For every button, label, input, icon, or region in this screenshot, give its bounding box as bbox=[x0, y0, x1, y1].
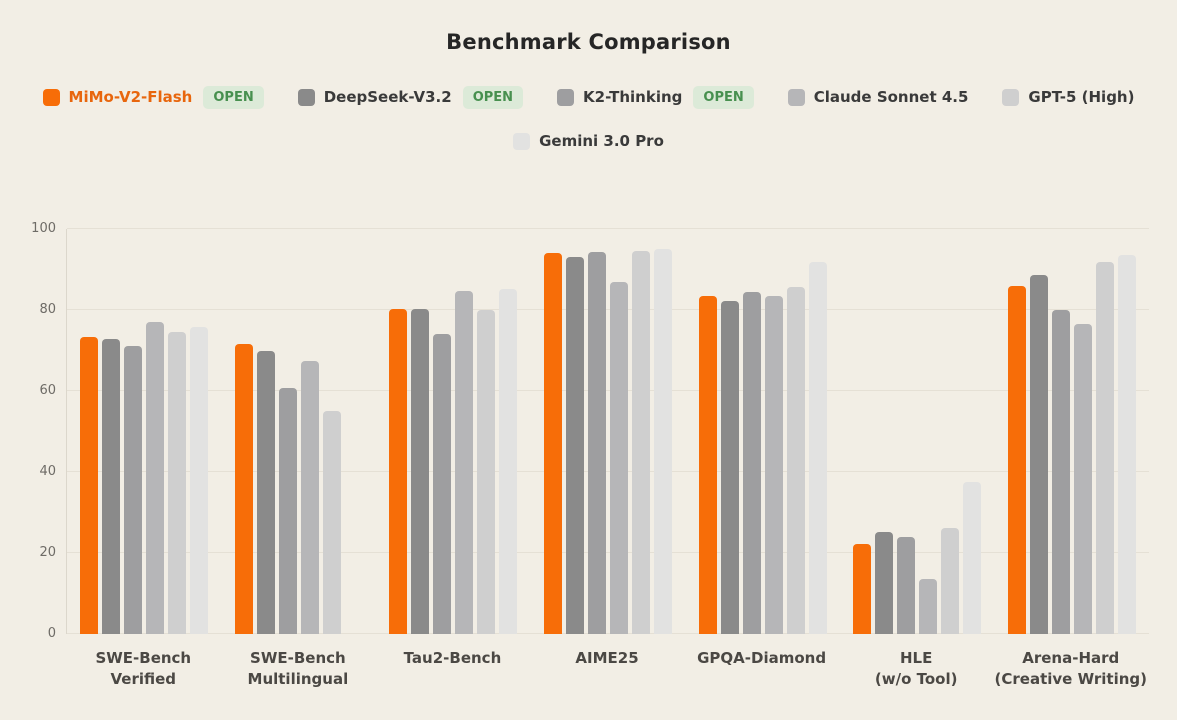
plot-area bbox=[66, 228, 1149, 634]
bar-mimo-v2-flash-hle-w-o-tool bbox=[853, 544, 872, 634]
bar-k2-thinking-hle-w-o-tool bbox=[897, 537, 916, 634]
legend-item-mimo-v2-flash: MiMo-V2-Flash OPEN bbox=[42, 85, 264, 109]
bar-k2-thinking-tau2-bench bbox=[433, 334, 452, 634]
bar-mimo-v2-flash-swe-bench-multilingual bbox=[234, 344, 253, 634]
y-tick-label-80: 80 bbox=[39, 302, 56, 317]
gridline-20 bbox=[67, 552, 1149, 553]
bar-k2-thinking-swe-bench-multilingual bbox=[278, 388, 297, 634]
bar-group-tau2-bench bbox=[376, 229, 531, 634]
legend-swatch-icon bbox=[513, 132, 531, 150]
gridline-80 bbox=[67, 309, 1149, 310]
bar-deepseek-v3-2-gpqa-diamond bbox=[720, 301, 739, 634]
y-tick-label-0: 0 bbox=[47, 626, 56, 641]
bar-gemini-3-0-pro-aime25 bbox=[654, 249, 673, 634]
gridline-40 bbox=[67, 471, 1149, 472]
bar-group-arena-hard-creative-writing bbox=[994, 229, 1149, 634]
bar-deepseek-v3-2-tau2-bench bbox=[411, 309, 430, 634]
bar-gpt-5-high-swe-bench-verified bbox=[168, 332, 187, 634]
gridline-60 bbox=[67, 390, 1149, 391]
open-badge: OPEN bbox=[693, 85, 754, 109]
legend-label: K2-Thinking bbox=[583, 88, 683, 106]
gridline-0 bbox=[67, 633, 1149, 634]
legend-item-k2-thinking: K2-Thinking OPEN bbox=[557, 85, 754, 109]
bar-mimo-v2-flash-gpqa-diamond bbox=[698, 295, 717, 634]
legend-swatch-icon bbox=[297, 88, 315, 106]
legend-row-1: MiMo-V2-Flash OPEN DeepSeek-V3.2 OPEN K2-Thi… bbox=[0, 84, 1177, 110]
bar-gemini-3-0-pro-gpqa-diamond bbox=[808, 261, 827, 634]
legend-label: Claude Sonnet 4.5 bbox=[813, 88, 969, 106]
open-badge: OPEN bbox=[462, 85, 524, 109]
legend-swatch-icon bbox=[1002, 88, 1020, 106]
bar-gemini-3-0-pro-hle-w-o-tool bbox=[963, 482, 982, 634]
bar-group-gpqa-diamond bbox=[685, 229, 840, 634]
bar-k2-thinking-gpqa-diamond bbox=[742, 291, 761, 634]
bar-gemini-3-0-pro-swe-bench-verified bbox=[190, 327, 209, 634]
bar-mimo-v2-flash-aime25 bbox=[544, 253, 563, 634]
bar-claude-sonnet-4-5-swe-bench-verified bbox=[146, 322, 165, 634]
y-tick-label-40: 40 bbox=[39, 464, 56, 479]
legend-label: MiMo-V2-Flash bbox=[68, 88, 193, 106]
bar-gpt-5-high-aime25 bbox=[632, 250, 651, 634]
x-axis-labels: SWE-Bench Verified SWE-Bench Multilingual… bbox=[66, 648, 1148, 690]
bar-deepseek-v3-2-arena-hard-creative-writing bbox=[1029, 275, 1048, 634]
bar-deepseek-v3-2-swe-bench-multilingual bbox=[256, 351, 275, 634]
x-axis-label-swe-bench-verified: SWE-Bench Verified bbox=[95, 649, 192, 688]
bar-gpt-5-high-arena-hard-creative-writing bbox=[1095, 262, 1114, 634]
bar-gpt-5-high-swe-bench-multilingual bbox=[322, 411, 341, 634]
bar-gemini-3-0-pro-tau2-bench bbox=[499, 288, 518, 634]
legend-label: GPT-5 (High) bbox=[1028, 88, 1135, 106]
bar-k2-thinking-aime25 bbox=[588, 251, 607, 634]
legend-swatch-icon bbox=[42, 88, 60, 106]
x-axis-label-gpqa-diamond: GPQA-Diamond bbox=[697, 649, 827, 667]
bar-group-hle-w-o-tool bbox=[840, 229, 995, 634]
x-axis-label-swe-bench-multilingual: SWE-Bench Multilingual bbox=[247, 649, 349, 688]
x-axis-label-tau2-bench: Tau2-Bench bbox=[403, 649, 502, 667]
bar-group-swe-bench-verified bbox=[67, 229, 222, 634]
legend-label: Gemini 3.0 Pro bbox=[539, 132, 664, 150]
bar-gpt-5-high-hle-w-o-tool bbox=[941, 527, 960, 634]
open-badge: OPEN bbox=[203, 85, 264, 109]
x-axis-label-hle-w-o-tool: HLE (w/o Tool) bbox=[874, 649, 958, 688]
bar-k2-thinking-swe-bench-verified bbox=[124, 346, 143, 634]
bar-deepseek-v3-2-aime25 bbox=[566, 257, 585, 634]
legend-swatch-icon bbox=[787, 88, 805, 106]
legend-item-claude-sonnet-4-5: Claude Sonnet 4.5 bbox=[787, 88, 969, 106]
bar-gemini-3-0-pro-arena-hard-creative-writing bbox=[1117, 254, 1136, 634]
chart-legend: MiMo-V2-Flash OPEN DeepSeek-V3.2 OPEN K2-Thi… bbox=[0, 84, 1177, 154]
legend-row-2: Gemini 3.0 Pro bbox=[0, 128, 1177, 154]
y-tick-label-60: 60 bbox=[39, 383, 56, 398]
legend-item-deepseek-v3-2: DeepSeek-V3.2 OPEN bbox=[297, 85, 524, 109]
gridline-100 bbox=[67, 228, 1149, 229]
bar-claude-sonnet-4-5-arena-hard-creative-writing bbox=[1073, 324, 1092, 634]
bar-k2-thinking-arena-hard-creative-writing bbox=[1051, 310, 1070, 634]
legend-swatch-icon bbox=[557, 88, 575, 106]
y-tick-label-20: 20 bbox=[39, 545, 56, 560]
bar-claude-sonnet-4-5-gpqa-diamond bbox=[764, 296, 783, 634]
bar-gpt-5-high-gpqa-diamond bbox=[786, 286, 805, 634]
bar-deepseek-v3-2-swe-bench-verified bbox=[102, 339, 121, 634]
bar-claude-sonnet-4-5-tau2-bench bbox=[455, 291, 474, 634]
legend-item-gpt-5-high: GPT-5 (High) bbox=[1002, 88, 1134, 106]
legend-label: DeepSeek-V3.2 bbox=[323, 88, 452, 106]
bar-claude-sonnet-4-5-aime25 bbox=[610, 281, 629, 634]
bar-mimo-v2-flash-swe-bench-verified bbox=[80, 337, 99, 634]
bar-group-swe-bench-multilingual bbox=[222, 229, 377, 634]
bar-groups bbox=[67, 229, 1149, 634]
bar-gpt-5-high-tau2-bench bbox=[477, 310, 496, 634]
bar-mimo-v2-flash-tau2-bench bbox=[389, 309, 408, 634]
bar-deepseek-v3-2-hle-w-o-tool bbox=[875, 531, 894, 634]
chart-title: Benchmark Comparison bbox=[446, 30, 731, 54]
bar-claude-sonnet-4-5-swe-bench-multilingual bbox=[300, 360, 319, 634]
x-axis-label-aime25: AIME25 bbox=[575, 649, 639, 667]
bar-group-aime25 bbox=[531, 229, 686, 634]
legend-item-gemini-3-0-pro: Gemini 3.0 Pro bbox=[513, 132, 664, 150]
y-tick-label-100: 100 bbox=[31, 221, 56, 236]
bar-claude-sonnet-4-5-hle-w-o-tool bbox=[919, 578, 938, 634]
x-axis-label-arena-hard-creative-writing: Arena-Hard (Creative Writing) bbox=[994, 649, 1147, 688]
bar-mimo-v2-flash-arena-hard-creative-writing bbox=[1007, 285, 1026, 634]
